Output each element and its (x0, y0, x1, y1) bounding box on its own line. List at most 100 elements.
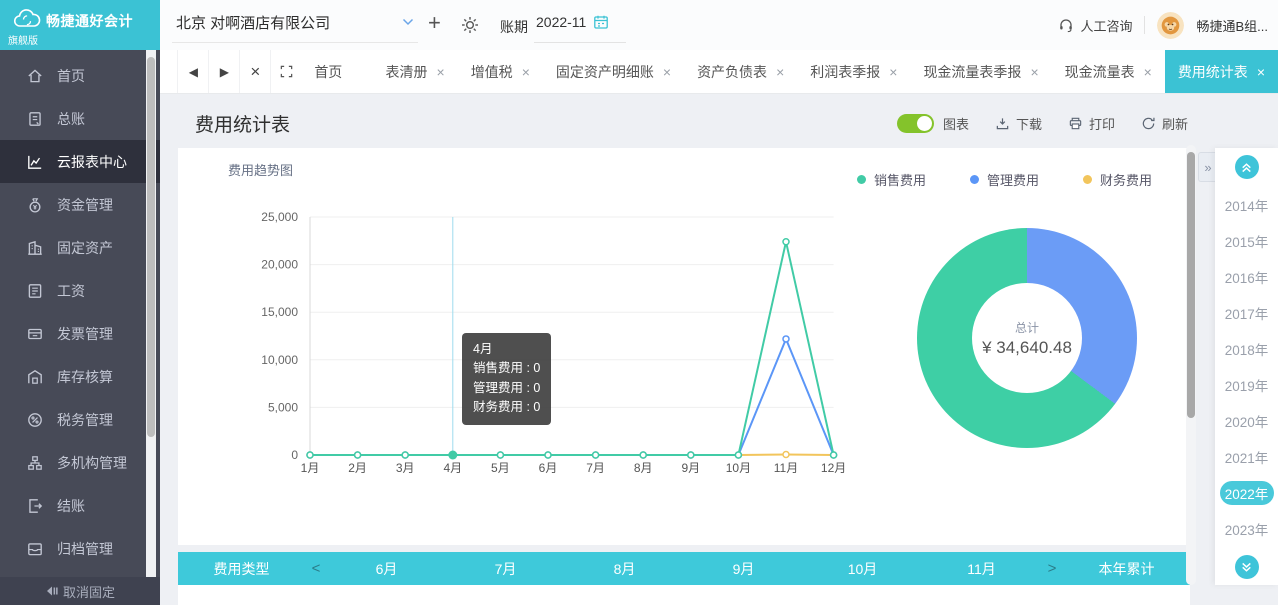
tab-close-icon[interactable]: × (776, 63, 785, 80)
legend-dot-icon (969, 175, 979, 184)
refresh-button[interactable]: 刷新 (1141, 114, 1188, 133)
add-button[interactable]: + (428, 10, 441, 35)
tab-scroll-left-button[interactable]: ◀ (177, 50, 209, 93)
tab-close-icon[interactable]: × (436, 63, 445, 80)
expense-trend-line-chart[interactable]: 0 5,000 10,000 15,000 20,000 25,000 1月 2月 3月 4月 5月… (178, 148, 878, 488)
download-button[interactable]: 下载 (995, 114, 1042, 133)
tab[interactable]: 资产负债表 × (684, 50, 797, 93)
sidebar-item[interactable]: 资金管理 (0, 183, 160, 226)
bottom-bar-month[interactable]: 10月 (847, 560, 878, 577)
legend-item[interactable]: 财务费用 (1082, 170, 1152, 189)
sidebar-scrollbar-thumb[interactable] (147, 57, 155, 437)
unpin-button[interactable]: 取消固定 (0, 577, 160, 605)
year-item[interactable]: 2019年 (1224, 379, 1269, 394)
tab-close-icon[interactable]: × (662, 63, 672, 80)
tab-close-icon[interactable]: × (1256, 63, 1265, 80)
avatar-monkey-icon (1157, 11, 1185, 39)
svg-text:1月: 1月 (301, 461, 320, 475)
svg-text:15,000: 15,000 (261, 305, 298, 319)
sidebar-item[interactable]: 首页 (0, 54, 160, 97)
sidebar-item[interactable]: 云报表中心 (0, 140, 160, 183)
unpin-label: 取消固定 (62, 584, 115, 600)
support-link[interactable]: 人工咨询 (1058, 16, 1132, 35)
svg-text:0: 0 (291, 448, 298, 462)
year-item[interactable]: 2022年 (1219, 481, 1274, 505)
tab[interactable]: 表清册 × (373, 50, 458, 93)
expense-type-header: 费用类型 (213, 560, 270, 577)
tab-label: 表清册 (385, 63, 428, 80)
fund-icon (26, 196, 44, 214)
ledger-icon (26, 110, 44, 128)
tab[interactable]: 增值税 × (458, 50, 543, 93)
collapse-handle[interactable]: » (1198, 152, 1217, 182)
year-item[interactable]: 2017年 (1224, 307, 1269, 322)
year-item[interactable]: 2018年 (1224, 343, 1269, 358)
year-item[interactable]: 2016年 (1224, 271, 1269, 286)
svg-text:2月: 2月 (348, 461, 367, 475)
tab[interactable]: 现金流量表季报 × (910, 50, 1051, 93)
tab[interactable]: 首页 × (301, 50, 372, 93)
tooltip-row: 财务费用 : 0 (473, 400, 541, 415)
bottom-bar-month[interactable]: 9月 (732, 560, 755, 577)
tab-label: 增值税 (470, 63, 513, 80)
inventory-icon (26, 368, 44, 386)
tab[interactable]: 现金流量表 × (1052, 50, 1165, 93)
year-item[interactable]: 2014年 (1224, 199, 1269, 214)
month-prev-button[interactable]: < (311, 560, 321, 577)
tab[interactable]: 费用统计表 × (1164, 50, 1278, 93)
sidebar-item[interactable]: 归档管理 (0, 527, 160, 570)
user-name[interactable]: 畅捷通B组... (1196, 18, 1268, 34)
bottom-bar-month[interactable]: 6月 (375, 560, 398, 577)
month-next-button[interactable]: > (1047, 560, 1057, 577)
app-logo: 畅捷通好会计 旗舰版 (0, 0, 160, 50)
tab-close-icon[interactable]: × (889, 63, 898, 80)
svg-text:8月: 8月 (634, 461, 653, 475)
chart-toggle[interactable]: 图表 (896, 114, 969, 133)
bottom-bar-month[interactable]: 8月 (613, 560, 636, 577)
sidebar-item[interactable]: 固定资产 (0, 226, 160, 269)
year-item[interactable]: 2020年 (1224, 415, 1269, 430)
sidebar-item[interactable]: 工资 (0, 269, 160, 312)
sidebar-item[interactable]: 库存核算 (0, 355, 160, 398)
sidebar-item[interactable]: 税务管理 (0, 398, 160, 441)
sidebar-item-label: 云报表中心 (57, 153, 127, 170)
user-avatar[interactable] (1157, 11, 1185, 39)
period-field[interactable]: 2022-11 (534, 2, 626, 43)
sidebar-item[interactable]: 发票管理 (0, 312, 160, 355)
fullscreen-button[interactable] (270, 50, 302, 93)
tab-scroll-right-button[interactable]: ▶ (208, 50, 240, 93)
tax-icon (26, 411, 44, 429)
legend-item[interactable]: 销售费用 (856, 170, 926, 189)
tab[interactable]: 固定资产明细账 × (543, 50, 684, 93)
svg-text:5,000: 5,000 (268, 400, 298, 414)
legend-item[interactable]: 管理费用 (969, 170, 1039, 189)
donut-chart[interactable]: 总计 ¥ 34,640.48 (917, 228, 1137, 448)
print-button[interactable]: 打印 (1068, 114, 1115, 133)
tab-close-icon[interactable]: × (521, 63, 530, 80)
sidebar-item[interactable]: 结账 (0, 484, 160, 527)
main-scrollbar-thumb[interactable] (1187, 152, 1195, 418)
unpin-icon (46, 586, 58, 596)
calendar-icon[interactable] (593, 14, 609, 30)
toggle-switch[interactable] (896, 114, 934, 133)
sidebar-item[interactable]: 多机构管理 (0, 441, 160, 484)
year-item[interactable]: 2023年 (1224, 523, 1269, 538)
headset-icon (1060, 19, 1073, 33)
tab-close-icon[interactable]: × (1030, 63, 1039, 80)
settings-gear-icon[interactable] (460, 15, 480, 35)
scroll-down-button[interactable] (1234, 555, 1259, 579)
bottom-bar-month[interactable]: 7月 (494, 560, 517, 577)
bottom-bar-month[interactable]: 11月 (967, 560, 996, 577)
svg-text:10,000: 10,000 (261, 353, 298, 367)
tabs-close-button[interactable]: × (239, 50, 271, 93)
sidebar-item[interactable]: 总账 (0, 97, 160, 140)
year-item[interactable]: 2015年 (1224, 235, 1269, 250)
tab-close-icon[interactable]: × (1143, 63, 1152, 80)
donut-total-label: 总计 (1014, 320, 1039, 335)
company-selector[interactable]: 北京 对啊酒店有限公司 (172, 2, 418, 43)
year-item[interactable]: 2021年 (1224, 451, 1269, 466)
salary-icon (26, 282, 44, 300)
tab-label: 资产负债表 (697, 63, 768, 80)
scroll-up-button[interactable] (1234, 155, 1259, 179)
tab[interactable]: 利润表季报 × (797, 50, 910, 93)
